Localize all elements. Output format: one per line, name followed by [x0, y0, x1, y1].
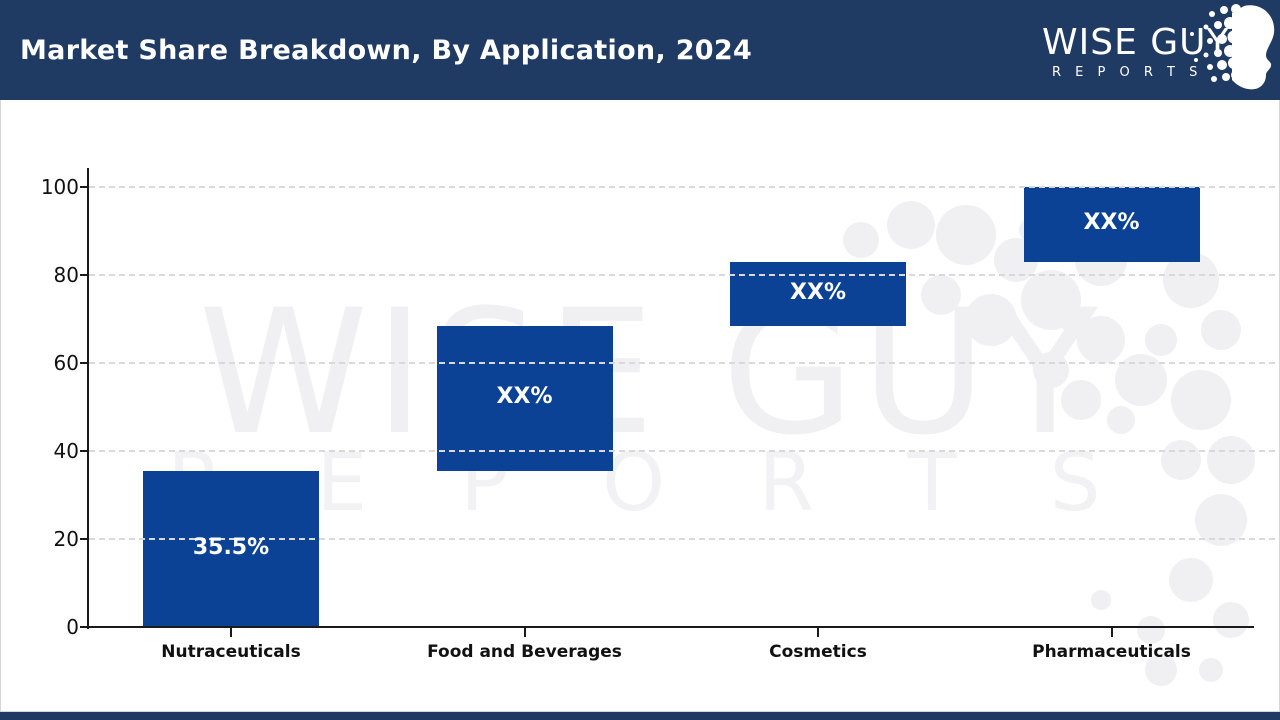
header-bar: Market Share Breakdown, By Application, … [0, 0, 1280, 100]
y-axis-tick-mark [80, 450, 89, 452]
gridline [89, 362, 1275, 364]
logo-dot-face-icon [1190, 4, 1275, 90]
gridline [89, 274, 1275, 276]
x-axis-category-label: Cosmetics [769, 642, 867, 662]
x-axis-category-label: Nutraceuticals [161, 642, 301, 662]
y-axis-tick-label: 100 [40, 175, 79, 199]
y-axis-tick-label: 40 [53, 439, 79, 463]
y-axis-tick-label: 0 [66, 615, 79, 639]
y-axis-tick-label: 80 [53, 263, 79, 287]
y-axis-tick-mark [80, 274, 89, 276]
chart-canvas: WISE GUY R E P O R T S 0 20 40 60 80 100 35.5%… [0, 100, 1280, 712]
footer-bar [0, 712, 1280, 720]
bar-segment [730, 261, 906, 326]
bar-value-label: XX% [496, 384, 553, 410]
logo-wordmark: WISE GUY [1042, 22, 1230, 63]
x-axis-tick-mark [230, 628, 232, 637]
y-axis-tick-mark [80, 186, 89, 188]
x-axis-tick-mark [817, 628, 819, 637]
logo-subtitle: R E P O R T S [1052, 65, 1202, 80]
gridline [89, 450, 1275, 452]
x-axis-tick-mark [1110, 628, 1113, 637]
bar-value-label: XX% [1083, 210, 1140, 236]
x-axis-tick-mark [523, 628, 526, 637]
bar-value-label: 35.5% [192, 534, 270, 560]
bar-segment [436, 325, 613, 471]
bar-segment [143, 470, 319, 627]
y-axis-tick-mark [80, 538, 89, 540]
y-axis-tick-label: 60 [53, 351, 79, 375]
wise-guy-reports-logo: WISE GUY R E P O R T S [1042, 4, 1275, 90]
x-axis-category-label: Pharmaceuticals [1032, 642, 1191, 662]
y-axis-tick-label: 20 [53, 527, 79, 551]
y-axis-line [87, 168, 89, 629]
gridline [89, 538, 1275, 540]
y-axis-tick-mark [80, 362, 89, 364]
gridline [89, 186, 1275, 188]
x-axis-line [87, 626, 1254, 628]
y-axis-tick-mark [80, 626, 89, 628]
bar-segment [1023, 187, 1200, 262]
page-title: Market Share Breakdown, By Application, … [20, 34, 753, 66]
x-axis-category-label: Food and Beverages [427, 642, 622, 662]
bar-value-label: XX% [790, 279, 846, 305]
